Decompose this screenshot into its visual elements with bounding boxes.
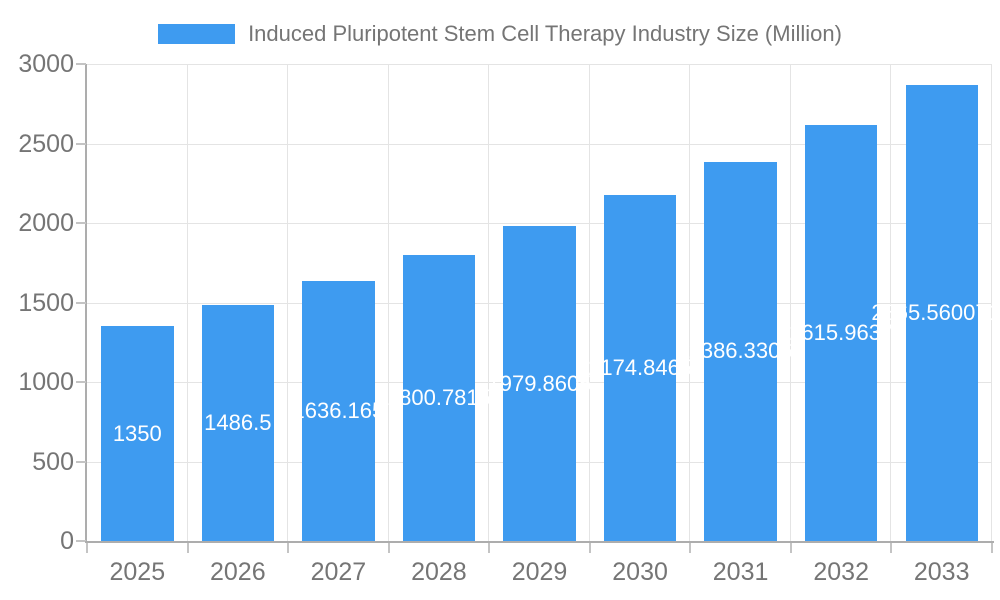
y-axis-line (85, 64, 87, 543)
gridline-x-8 (890, 64, 891, 541)
bar-2026[interactable] (201, 304, 275, 541)
gridline-y-3000 (87, 64, 992, 65)
x-tick-label-2027: 2027 (310, 558, 367, 586)
y-tick-mark-2000 (76, 222, 86, 224)
y-tick-mark-1500 (76, 302, 86, 304)
gridline-y-2000 (87, 223, 992, 224)
bar-2027[interactable] (302, 280, 375, 541)
y-tick-mark-0 (76, 540, 86, 542)
y-tick-mark-3000 (76, 63, 86, 65)
x-tick-mark-3 (388, 543, 390, 553)
x-tick-label-2025: 2025 (109, 558, 166, 586)
bar-2030[interactable] (603, 195, 677, 541)
x-tick-label-2033: 2033 (913, 558, 970, 586)
x-tick-label-2032: 2032 (813, 558, 869, 586)
x-tick-mark-1 (187, 543, 189, 553)
x-tick-label-2028: 2028 (411, 558, 467, 586)
y-tick-label-2000: 2000 (18, 209, 74, 237)
y-tick-label-500: 500 (32, 448, 74, 476)
bar-2029[interactable] (503, 226, 576, 541)
plot-area: 1350 1486.5 1636.165 1800.7815 1979.8605 2174… (87, 64, 1000, 542)
y-tick-label-1500: 1500 (18, 289, 74, 317)
y-tick-mark-2500 (76, 143, 86, 145)
x-axis-line (85, 541, 994, 543)
x-tick-mark-4 (488, 543, 490, 553)
legend[interactable]: Induced Pluripotent Stem Cell Therapy In… (0, 21, 1000, 47)
x-tick-label-2029: 2029 (511, 558, 568, 586)
y-tick-label-3000: 3000 (18, 50, 74, 78)
x-tick-label-2030: 2030 (612, 558, 668, 586)
gridline-x-9 (991, 64, 992, 541)
y-tick-label-2500: 2500 (18, 130, 74, 158)
y-tick-label-0: 0 (60, 527, 74, 555)
x-tick-mark-9 (991, 543, 993, 553)
y-tick-label-1000: 1000 (18, 368, 74, 396)
x-tick-mark-7 (790, 543, 792, 553)
x-tick-mark-0 (86, 543, 88, 553)
bar-2031[interactable] (704, 161, 777, 541)
x-tick-mark-5 (589, 543, 591, 553)
gridline-x-5 (589, 64, 590, 541)
legend-swatch[interactable] (158, 24, 236, 44)
gridline-x-7 (790, 64, 791, 541)
x-tick-label-2026: 2026 (209, 558, 266, 586)
gridline-x-6 (689, 64, 690, 541)
gridline-x-4 (488, 64, 489, 541)
x-tick-mark-2 (287, 543, 289, 553)
gridline-y-2500 (87, 144, 992, 145)
gridline-x-2 (287, 64, 288, 541)
bar-2028[interactable] (402, 254, 476, 541)
y-tick-mark-1000 (76, 381, 86, 383)
bar-2025[interactable] (101, 326, 174, 542)
x-tick-mark-6 (689, 543, 691, 553)
gridline-x-3 (388, 64, 389, 541)
gridline-x-1 (187, 64, 188, 541)
bar-2033[interactable] (905, 85, 978, 541)
legend-label: Induced Pluripotent Stem Cell Therapy In… (248, 21, 842, 46)
y-tick-mark-500 (76, 461, 86, 463)
x-tick-label-2031: 2031 (712, 558, 769, 586)
bar-2032[interactable] (804, 125, 878, 541)
x-tick-mark-8 (890, 543, 892, 553)
